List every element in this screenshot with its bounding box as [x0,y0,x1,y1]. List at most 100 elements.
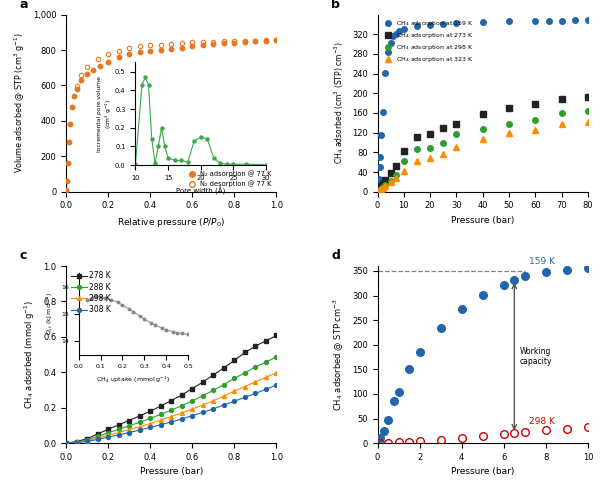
278 K [115,422,122,428]
Text: a: a [20,0,28,11]
278 K [146,409,154,414]
288 K [273,354,280,360]
CH$_4$ adsorption at 159 K [376,164,383,170]
278 K [199,379,206,385]
CH$_4$ adsorption at 159 K [479,19,487,25]
CH$_4$ adsorption at 159 K [374,187,382,192]
CH$_4$ adsorption at 323 K [378,187,385,192]
CH$_4$ adsorption at 298 K [377,187,384,193]
278 K [220,365,227,371]
Y-axis label: CH$_4$ adsorbed @ STP cm$^{-3}$: CH$_4$ adsorbed @ STP cm$^{-3}$ [332,298,346,411]
Y-axis label: CH$_4$ adsorbed (cm$^3$ (STP) cm$^{-3}$): CH$_4$ adsorbed (cm$^3$ (STP) cm$^{-3}$) [332,42,346,165]
CH$_4$ adsorption at 298 K [379,185,386,190]
278 K [241,350,248,356]
Legend: N₂ adsorption @ 77 K, N₂ desorption @ 77 K: N₂ adsorption @ 77 K, N₂ desorption @ 77… [184,169,273,188]
308 K [125,430,133,435]
308 K [231,398,238,404]
CH$_4$ adsorption at 273 K [375,187,382,193]
CH$_4$ adsorption at 273 K [400,148,407,154]
308 K [73,440,80,446]
288 K [136,419,143,425]
Line: CH$_4$ adsorption at 323 K: CH$_4$ adsorption at 323 K [376,119,591,194]
298 K [231,388,238,394]
CH$_4$ adsorption at 159 K [545,18,552,23]
278 K [252,343,259,349]
Text: Working
capacity: Working capacity [520,347,552,366]
CH$_4$ adsorption at 298 K [558,110,565,116]
Line: 288 K: 288 K [64,355,278,445]
Line: CH$_4$ adsorption at 273 K: CH$_4$ adsorption at 273 K [376,94,591,193]
CH$_4$ adsorption at 298 K [400,158,407,164]
288 K [252,364,259,370]
308 K [252,391,259,396]
308 K [83,438,91,444]
CH$_4$ adsorption at 273 K [505,105,512,111]
CH$_4$ adsorption at 159 K [382,70,389,75]
308 K [94,436,101,442]
288 K [188,398,196,404]
298 K [62,440,70,446]
CH$_4$ adsorption at 159 K [571,17,578,23]
CH$_4$ adsorption at 159 K [584,17,592,23]
278 K [94,431,101,437]
278 K [62,440,70,446]
CH$_4$ adsorption at 273 K [382,177,389,183]
288 K [94,433,101,439]
308 K [115,432,122,438]
298 K [241,384,248,390]
298 K [125,427,133,432]
288 K [73,439,80,445]
288 K [62,440,70,446]
308 K [262,386,269,392]
CH$_4$ adsorption at 159 K [392,31,400,37]
298 K [115,430,122,435]
278 K [231,357,238,363]
308 K [167,419,175,425]
298 K [262,375,269,380]
298 K [83,438,91,444]
CH$_4$ adsorption at 273 K [427,131,434,136]
CH$_4$ adsorption at 298 K [392,172,400,178]
CH$_4$ adsorption at 298 K [382,183,389,188]
288 K [125,423,133,429]
308 K [62,440,70,446]
288 K [167,407,175,413]
298 K [210,398,217,404]
308 K [178,416,185,422]
CH$_4$ adsorption at 159 K [375,176,382,182]
CH$_4$ adsorption at 273 K [379,181,386,187]
CH$_4$ adsorption at 159 K [532,18,539,24]
298 K [273,370,280,375]
298 K [94,435,101,441]
X-axis label: Pressure (bar): Pressure (bar) [140,468,203,476]
308 K [210,406,217,412]
Y-axis label: Volume adsorbed @ STP (cm$^3$ g$^{-1}$): Volume adsorbed @ STP (cm$^3$ g$^{-1}$) [13,33,27,173]
CH$_4$ adsorption at 273 K [532,101,539,107]
298 K [252,379,259,385]
CH$_4$ adsorption at 323 K [379,186,386,191]
CH$_4$ adsorption at 273 K [377,186,384,191]
308 K [136,427,143,433]
308 K [241,394,248,400]
298 K [73,439,80,445]
298 K [188,406,196,412]
CH$_4$ adsorption at 323 K [558,121,565,127]
288 K [199,393,206,399]
CH$_4$ adsorption at 323 K [400,168,407,174]
CH$_4$ adsorption at 159 K [395,28,402,34]
308 K [273,382,280,388]
CH$_4$ adsorption at 159 K [505,19,512,24]
CH$_4$ adsorption at 323 K [375,188,382,194]
CH$_4$ adsorption at 159 K [558,18,565,23]
CH$_4$ adsorption at 273 K [387,170,394,176]
288 K [220,382,227,388]
298 K [146,421,154,427]
X-axis label: Relative pressure ($P$/$P_0$): Relative pressure ($P$/$P_0$) [117,216,225,229]
308 K [220,402,227,408]
CH$_4$ adsorption at 323 K [382,184,389,189]
308 K [146,425,154,431]
CH$_4$ adsorption at 273 K [558,96,565,102]
278 K [125,417,133,423]
X-axis label: Pressure (bar): Pressure (bar) [451,468,514,476]
278 K [178,392,185,398]
